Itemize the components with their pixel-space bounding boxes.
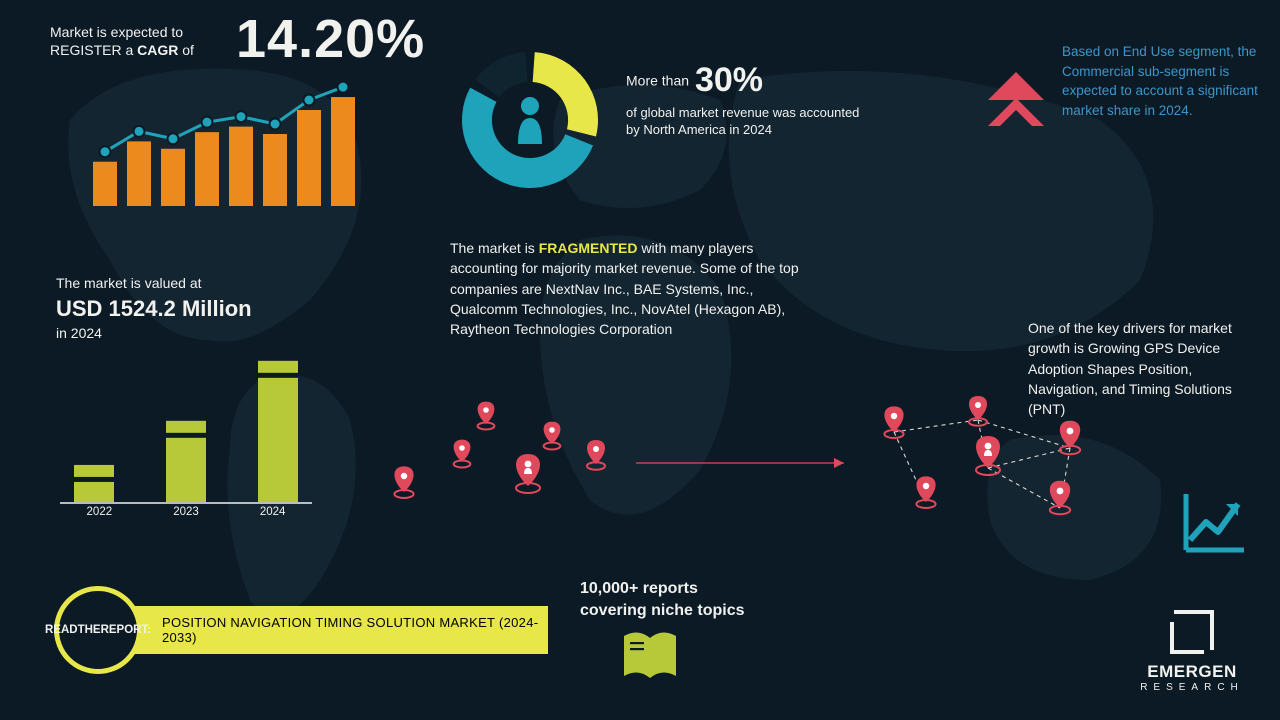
cagr-chart: [74, 74, 374, 214]
read-report-label: POSITION NAVIGATION TIMING SOLUTION MARK…: [162, 615, 548, 645]
commercial-segment-text: Based on End Use segment, the Commercial…: [1062, 42, 1262, 120]
book-icon: [620, 630, 680, 682]
logo-line2: RESEARCH: [1126, 682, 1258, 693]
reports-count-text: 10,000+ reports covering niche topics: [580, 578, 840, 621]
cagr-intro-line2: REGISTER a: [50, 42, 137, 58]
cagr-intro-line1: Market is expected to: [50, 24, 183, 40]
donut-caption: More than 30% of global market revenue w…: [626, 58, 866, 139]
year-bar-labels: 2022 2023 2024: [56, 506, 316, 518]
valuation-intro: The market is valued at: [56, 275, 202, 291]
growth-driver-text: One of the key drivers for market growth…: [1028, 318, 1258, 419]
year-label-0: 2022: [56, 506, 143, 518]
read-report-ring[interactable]: READTHEREPORT:: [54, 586, 142, 674]
red-double-arrow-icon: [976, 56, 1056, 136]
cagr-intro-bold: CAGR: [137, 42, 178, 58]
read-report-cta[interactable]: READTHEREPORT: POSITION NAVIGATION TIMIN…: [48, 586, 588, 674]
pins-arrow-icon: [636, 456, 856, 458]
year-bar-chart: [56, 342, 316, 510]
emergen-logo: EMERGEN RESEARCH: [1126, 604, 1258, 693]
reports-line1: 10,000+ reports: [580, 580, 698, 597]
valuation-amount: USD 1524.2 Million: [56, 296, 252, 321]
read-report-bar[interactable]: POSITION NAVIGATION TIMING SOLUTION MARK…: [108, 606, 548, 654]
fragmented-highlight: FRAGMENTED: [539, 240, 638, 256]
donut-prefix: More than: [626, 73, 693, 89]
fragmented-pre: The market is: [450, 240, 539, 256]
cagr-intro-tail: of: [178, 42, 194, 58]
reports-line2: covering niche topics: [580, 602, 744, 619]
valuation-tail: in 2024: [56, 325, 102, 341]
cagr-intro-text: Market is expected to REGISTER a CAGR of: [50, 24, 240, 59]
year-label-2: 2024: [229, 506, 316, 518]
logo-line1: EMERGEN: [1126, 662, 1258, 682]
scattered-pins-icon: [370, 400, 630, 520]
valuation-text: The market is valued at USD 1524.2 Milli…: [56, 274, 316, 344]
growth-arrow-icon: [1180, 486, 1250, 556]
donut-pct: 30%: [695, 61, 763, 99]
commercial-segment-body: Based on End Use segment, the Commercial…: [1062, 44, 1258, 118]
growth-driver-body: One of the key drivers for market growth…: [1028, 320, 1232, 417]
donut-caption-text: of global market revenue was accounted b…: [626, 105, 859, 138]
year-label-1: 2023: [143, 506, 230, 518]
donut-chart: [450, 40, 610, 200]
fragmented-paragraph: The market is FRAGMENTED with many playe…: [450, 238, 820, 339]
cagr-value: 14.20%: [236, 8, 425, 70]
